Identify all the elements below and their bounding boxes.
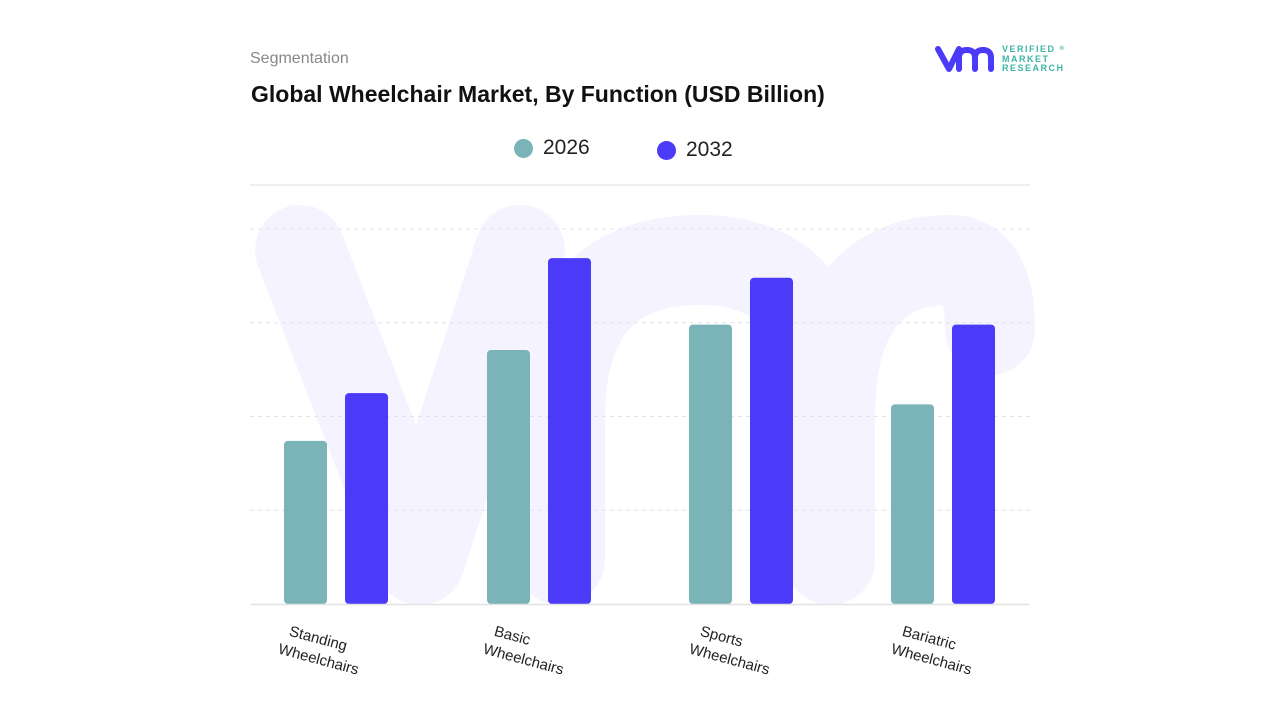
segment-label: Segmentation — [250, 50, 349, 67]
watermark-logo — [255, 205, 1035, 605]
logo-text-1: VERIFIED ® — [1002, 44, 1066, 54]
chart-title: Global Wheelchair Market, By Function (U… — [251, 81, 825, 107]
logo-text-3: RESEARCH — [1002, 63, 1065, 73]
legend-label-2032: 2032 — [686, 138, 733, 161]
legend-item-2026[interactable]: 2026 — [514, 136, 590, 160]
legend-item-2032[interactable]: 2032 — [657, 138, 733, 162]
vmr-logo-icon — [935, 46, 994, 72]
bar-2032-0[interactable] — [345, 393, 388, 604]
logo-text-2: MARKET — [1002, 53, 1050, 64]
bar-2032-2[interactable] — [750, 277, 793, 604]
legend-label-2026: 2026 — [543, 136, 590, 159]
bar-2026-1[interactable] — [487, 349, 530, 604]
bar-2026-3[interactable] — [891, 404, 934, 604]
bar-2026-2[interactable] — [689, 324, 732, 604]
legend-dot-2032-icon — [657, 140, 676, 160]
bar-2026-0[interactable] — [284, 440, 327, 604]
bar-2032-3[interactable] — [952, 324, 995, 604]
legend-dot-2026-icon — [514, 138, 533, 158]
bar-2032-1[interactable] — [548, 258, 591, 604]
